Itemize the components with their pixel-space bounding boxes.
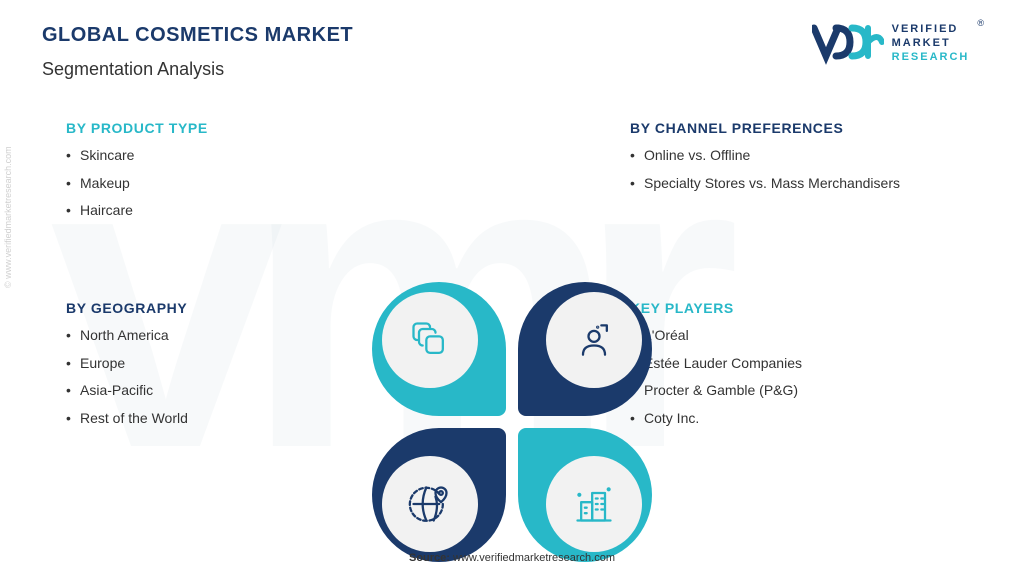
logo-line1: VERIFIED [892,22,970,36]
page-subtitle: Segmentation Analysis [42,59,353,80]
petal-geography [372,428,506,562]
source-url: www.verifiedmarketresearch.com [453,552,615,564]
header: GLOBAL COSMETICS MARKET Segmentation Ana… [42,24,353,80]
segment-list: Online vs. Offline Specialty Stores vs. … [630,146,970,193]
list-item: Specialty Stores vs. Mass Merchandisers [630,174,970,194]
list-item: L'Oréal [630,326,970,346]
logo-line3: RESEARCH [892,50,970,64]
source-label: Source: [409,552,450,564]
list-item: Haircare [66,201,316,221]
list-item: Rest of the World [66,409,316,429]
list-item: Skincare [66,146,316,166]
segment-channel: BY CHANNEL PREFERENCES Online vs. Offlin… [630,120,970,201]
list-item: North America [66,326,316,346]
source-attribution: Source: www.verifiedmarketresearch.com [409,552,615,564]
petal-inner-circle [382,292,478,388]
segment-key-players: KEY PLAYERS L'Oréal Estée Lauder Compani… [630,300,970,436]
buildings-icon [572,482,616,526]
segment-product-type: BY PRODUCT TYPE Skincare Makeup Haircare [66,120,316,229]
layers-icon [408,318,452,362]
list-item: Makeup [66,174,316,194]
segment-geography: BY GEOGRAPHY North America Europe Asia-P… [66,300,316,436]
list-item: Procter & Gamble (P&G) [630,381,970,401]
segment-list: L'Oréal Estée Lauder Companies Procter &… [630,326,970,428]
segment-list: North America Europe Asia-Pacific Rest o… [66,326,316,428]
petal-inner-circle [546,456,642,552]
logo-mark-icon [812,20,884,66]
globe-pin-icon [408,482,452,526]
segment-heading: BY PRODUCT TYPE [66,120,316,136]
logo-line2: MARKET [892,36,970,50]
registered-mark: ® [977,18,984,28]
segment-heading: KEY PLAYERS [630,300,970,316]
petal-product-type [372,282,506,416]
petal-cluster [372,282,652,562]
list-item: Asia-Pacific [66,381,316,401]
content-area: BY PRODUCT TYPE Skincare Makeup Haircare… [0,100,1024,546]
segment-list: Skincare Makeup Haircare [66,146,316,221]
segment-heading: BY GEOGRAPHY [66,300,316,316]
user-icon [572,318,616,362]
page-title: GLOBAL COSMETICS MARKET [42,24,353,47]
petal-channel [518,282,652,416]
brand-logo: VERIFIED MARKET RESEARCH ® [812,20,984,66]
list-item: Europe [66,354,316,374]
list-item: Estée Lauder Companies [630,354,970,374]
segment-heading: BY CHANNEL PREFERENCES [630,120,970,136]
petal-key-players [518,428,652,562]
list-item: Online vs. Offline [630,146,970,166]
petal-inner-circle [382,456,478,552]
logo-text: VERIFIED MARKET RESEARCH [892,22,970,65]
list-item: Coty Inc. [630,409,970,429]
petal-inner-circle [546,292,642,388]
